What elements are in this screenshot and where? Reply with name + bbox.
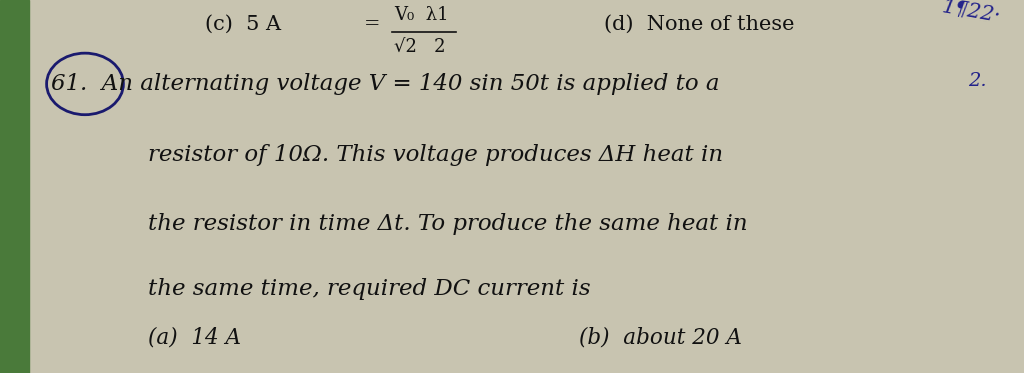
Text: (d)  None of these: (d) None of these [604,15,795,34]
Text: V₀  λ1: V₀ λ1 [394,6,449,24]
Bar [0,0,29,373]
Text: (b)  about 20 A: (b) about 20 A [579,327,741,348]
Text: 1¶22·: 1¶22· [940,0,1002,26]
Text: 2.: 2. [968,72,986,90]
Text: √2   2: √2 2 [394,38,445,56]
Text: resistor of 10Ω. This voltage produces ΔH heat in: resistor of 10Ω. This voltage produces Δ… [148,144,724,166]
Text: =: = [364,15,386,33]
Text: 61.  An alternating voltage V = 140 sin 50t is applied to a: 61. An alternating voltage V = 140 sin 5… [51,73,720,95]
Text: the same time, required DC current is: the same time, required DC current is [148,278,591,300]
Text: (c)  5 A: (c) 5 A [205,15,281,34]
Text: (a)  14 A: (a) 14 A [148,327,242,348]
Text: the resistor in time Δt. To produce the same heat in: the resistor in time Δt. To produce the … [148,213,749,235]
